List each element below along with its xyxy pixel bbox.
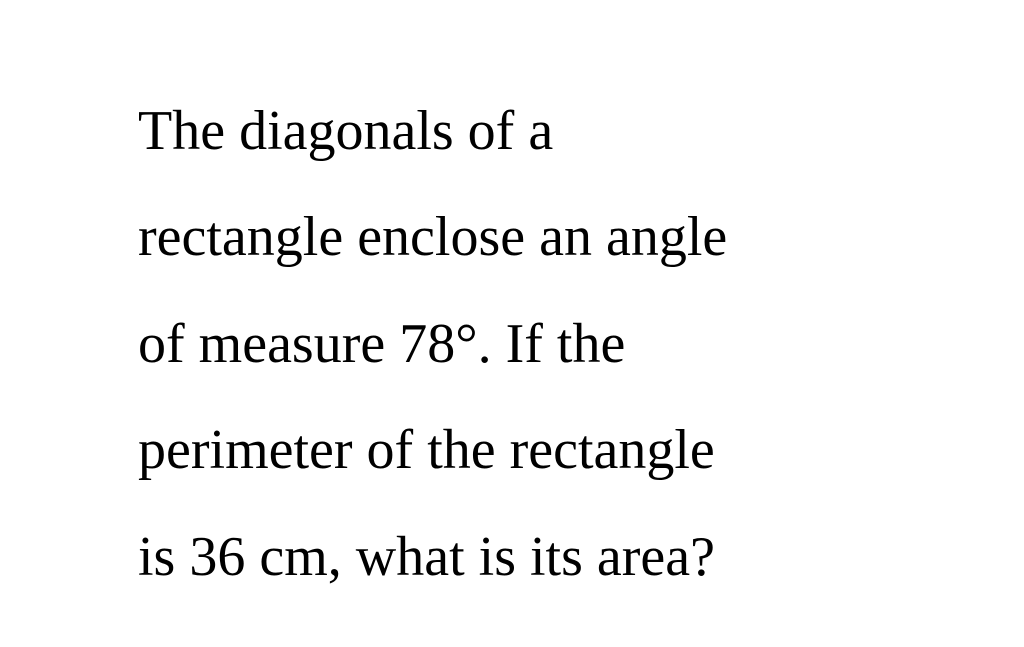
text-fragment: perimeter of the rectangle [138,419,715,481]
angle-value: 78 [399,313,455,375]
text-fragment: , what is its area? [328,526,715,588]
text-fragment: is [138,526,189,588]
text-fragment: of measure [138,313,399,375]
perimeter-unit: cm [245,526,327,588]
problem-text-block: The diagonals of a rectangle enclose an … [0,0,1024,647]
text-line-1: The diagonals of a [138,78,994,184]
text-line-3: of measure 78°. If the [138,291,994,397]
text-fragment: rectangle enclose an angle [138,206,727,268]
text-fragment: . If the [478,313,626,375]
text-line-4: perimeter of the rectangle [138,397,994,503]
text-line-5: is 36 cm, what is its area? [138,504,994,610]
text-line-2: rectangle enclose an angle [138,184,994,290]
text-fragment: The diagonals of a [138,100,553,162]
degree-symbol: ° [455,313,477,375]
perimeter-value: 36 [189,526,245,588]
